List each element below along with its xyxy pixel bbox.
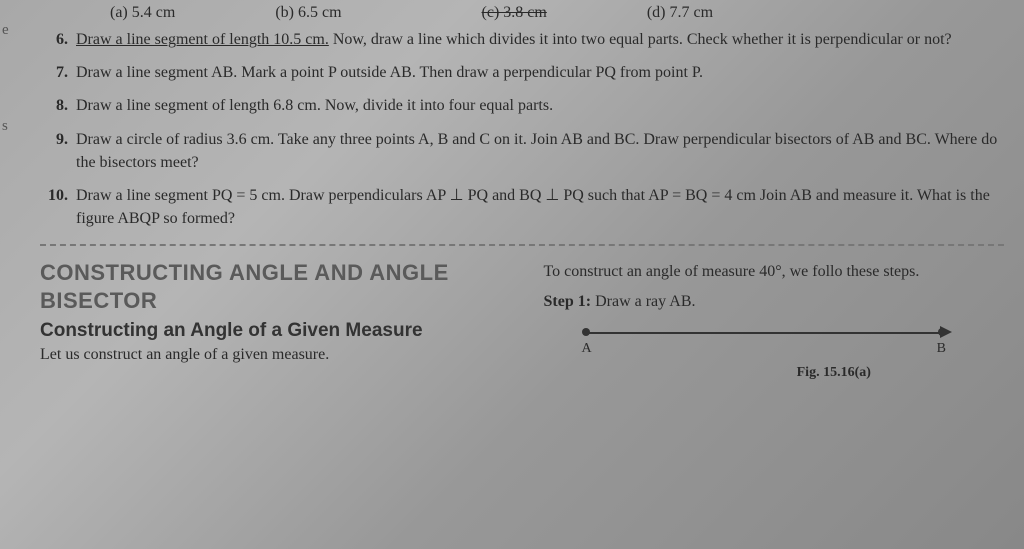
option-c: (c) 3.8 cm [482, 4, 547, 22]
section-subheading: Constructing an Angle of a Given Measure [40, 320, 524, 342]
figure-caption: Fig. 15.16(a) [664, 362, 1004, 383]
options-row: (a) 5.4 cm (b) 6.5 cm (c) 3.8 cm (d) 7.7… [40, 4, 1004, 22]
question-9: 9. Draw a circle of radius 3.6 cm. Take … [40, 128, 1004, 174]
step1-label: Step 1: [544, 293, 592, 310]
margin-mark-s: s [2, 118, 8, 135]
question-number: 7. [40, 61, 68, 84]
q6-underlined: Draw a line segment of length 10.5 cm. [76, 31, 329, 48]
section-right: To construct an angle of measure 40°, we… [544, 260, 1004, 383]
step-1: Step 1: Draw a ray AB. [544, 290, 1004, 314]
ray-line [584, 332, 944, 334]
question-text: Draw a line segment PQ = 5 cm. Draw perp… [76, 184, 1004, 230]
question-text: Draw a circle of radius 3.6 cm. Take any… [76, 128, 1004, 174]
section-heading-line1: CONSTRUCTING ANGLE AND ANGLE [40, 260, 524, 286]
option-a: (a) 5.4 cm [110, 4, 175, 22]
ray-point-a [582, 328, 590, 336]
question-number: 10. [40, 184, 68, 230]
question-7: 7. Draw a line segment AB. Mark a point … [40, 61, 1004, 84]
question-text: Draw a line segment AB. Mark a point P o… [76, 61, 1004, 84]
margin-mark-e: e [2, 22, 9, 39]
question-6: 6. Draw a line segment of length 10.5 cm… [40, 28, 1004, 51]
question-text: Draw a line segment of length 6.8 cm. No… [76, 94, 1004, 117]
question-text: Draw a line segment of length 10.5 cm. N… [76, 28, 1004, 51]
q6-rest: Now, draw a line which divides it into t… [329, 31, 952, 48]
step1-text: Draw a ray AB. [591, 293, 695, 310]
question-10: 10. Draw a line segment PQ = 5 cm. Draw … [40, 184, 1004, 230]
option-d: (d) 7.7 cm [647, 4, 713, 22]
ray-label-a: A [582, 338, 592, 359]
ray-figure: A B [544, 320, 1004, 360]
right-intro: To construct an angle of measure 40°, we… [544, 260, 1004, 284]
option-b: (b) 6.5 cm [275, 4, 341, 22]
ray-label-b: B [937, 338, 946, 359]
ray-arrow-icon [940, 326, 952, 338]
section-row: CONSTRUCTING ANGLE AND ANGLE BISECTOR Co… [40, 260, 1004, 383]
section-separator [40, 244, 1004, 246]
question-number: 6. [40, 28, 68, 51]
question-8: 8. Draw a line segment of length 6.8 cm.… [40, 94, 1004, 117]
question-number: 8. [40, 94, 68, 117]
section-intro: Let us construct an angle of a given mea… [40, 346, 524, 364]
section-heading-line2: BISECTOR [40, 288, 524, 314]
question-number: 9. [40, 128, 68, 174]
section-left: CONSTRUCTING ANGLE AND ANGLE BISECTOR Co… [40, 260, 524, 383]
